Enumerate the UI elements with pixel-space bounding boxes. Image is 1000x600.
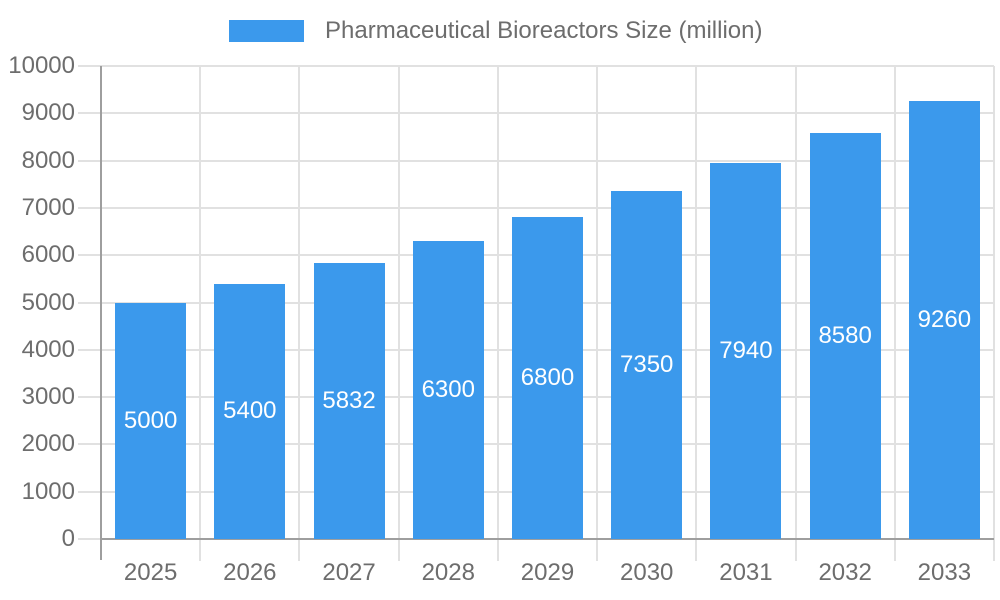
x-axis-tick: [298, 539, 301, 561]
y-axis-label: 3000: [21, 383, 75, 411]
bar-value-label: 9260: [917, 306, 972, 333]
v-gridline: [794, 66, 797, 539]
y-axis-label: 7000: [21, 193, 75, 221]
y-axis-label: 5000: [21, 288, 75, 316]
v-gridline: [199, 66, 202, 539]
x-axis-label: 2025: [123, 559, 178, 586]
y-axis-tick: [78, 443, 101, 446]
bar-2029[interactable]: [512, 217, 583, 539]
bar-2030[interactable]: [611, 191, 683, 539]
bar-value-label: 5000: [123, 406, 178, 434]
bar-2031[interactable]: [710, 163, 782, 539]
x-axis-tick: [695, 539, 698, 561]
x-axis-tick: [794, 539, 797, 561]
x-axis-label: 2029: [520, 559, 575, 586]
bar-2028[interactable]: [412, 241, 484, 539]
x-axis-tick: [199, 539, 202, 561]
x-axis-label: 2033: [917, 559, 972, 586]
x-axis-tick: [496, 539, 499, 561]
y-axis-label: 6000: [21, 241, 75, 269]
y-axis-tick: [78, 301, 101, 304]
y-axis-label: 1000: [21, 477, 75, 505]
x-axis-tick: [993, 539, 995, 561]
v-gridline: [596, 66, 599, 539]
h-gridline: [101, 159, 994, 162]
x-axis-line: [101, 538, 994, 540]
bar-value-label: 5400: [223, 397, 277, 425]
v-gridline: [993, 66, 995, 539]
x-axis-label: 2032: [818, 559, 872, 586]
h-gridline: [101, 112, 994, 115]
y-axis-tick: [78, 396, 101, 399]
h-gridline: [101, 65, 994, 67]
x-axis-label: 2026: [223, 559, 277, 586]
bar-2032[interactable]: [809, 133, 881, 539]
y-axis-label: 0: [61, 525, 75, 552]
x-axis-label: 2031: [719, 559, 773, 586]
y-axis-label: 2000: [21, 430, 75, 458]
y-axis-tick: [78, 348, 101, 351]
y-axis-label: 8000: [21, 146, 75, 174]
y-axis-tick: [78, 206, 101, 209]
bar-2025[interactable]: [115, 302, 187, 539]
x-axis-tick: [596, 539, 599, 561]
x-axis-tick: [893, 539, 896, 561]
y-axis-line: [100, 66, 102, 560]
x-axis-tick: [397, 539, 400, 561]
bar-2026[interactable]: [214, 283, 286, 539]
v-gridline: [496, 66, 499, 539]
v-gridline: [695, 66, 698, 539]
y-axis-label: 10000: [8, 52, 75, 79]
x-axis-label: 2030: [620, 559, 674, 586]
y-axis-tick: [78, 159, 101, 162]
y-axis-label: 9000: [21, 99, 75, 127]
y-axis-label: 4000: [21, 335, 75, 363]
x-axis-label: 2028: [421, 559, 475, 586]
y-axis-tick: [78, 254, 101, 257]
y-axis-tick: [78, 65, 101, 67]
bar-value-label: 8580: [818, 322, 872, 350]
bar-value-label: 5832: [322, 387, 376, 415]
bar-2033[interactable]: [908, 101, 980, 539]
legend-swatch: [229, 20, 304, 42]
y-axis-tick: [78, 538, 101, 540]
bar-value-label: 6800: [520, 364, 575, 392]
y-axis-tick: [78, 112, 101, 115]
v-gridline: [893, 66, 896, 539]
bar-value-label: 6300: [421, 376, 475, 403]
v-gridline: [397, 66, 400, 539]
h-gridline: [101, 206, 994, 209]
v-gridline: [298, 66, 301, 539]
x-axis-label: 2027: [322, 559, 376, 586]
legend-label: Pharmaceutical Bioreactors Size (million…: [325, 17, 763, 44]
bar-2027[interactable]: [313, 263, 385, 539]
bar-value-label: 7940: [719, 337, 773, 365]
y-axis-tick: [78, 490, 101, 493]
bar-value-label: 7350: [620, 351, 674, 379]
